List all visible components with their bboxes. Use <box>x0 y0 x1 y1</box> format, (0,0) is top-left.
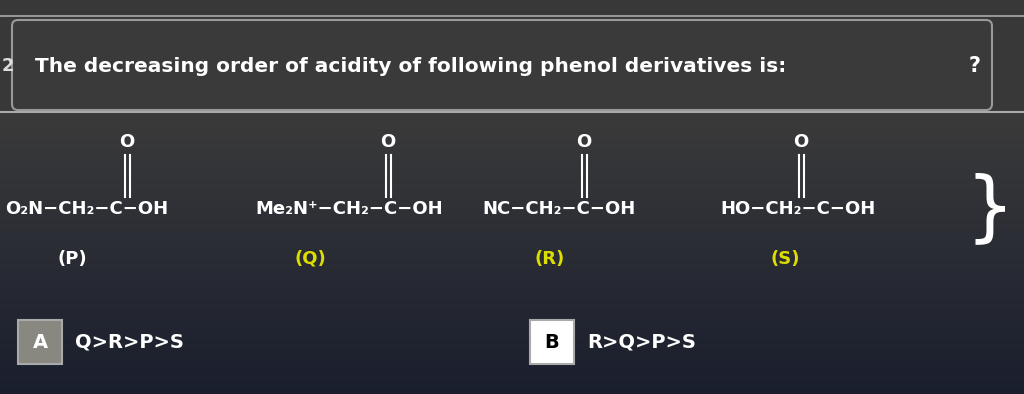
Text: (S): (S) <box>770 250 800 268</box>
Text: NC−CH₂−C−OH: NC−CH₂−C−OH <box>482 200 635 218</box>
FancyBboxPatch shape <box>530 320 574 364</box>
Text: (P): (P) <box>57 250 87 268</box>
Text: }: } <box>966 172 1014 246</box>
Text: O: O <box>120 133 134 151</box>
Text: O: O <box>577 133 592 151</box>
Text: Q>R>P>S: Q>R>P>S <box>75 333 184 351</box>
Text: (Q): (Q) <box>294 250 326 268</box>
Text: O₂N−CH₂−C−OH: O₂N−CH₂−C−OH <box>5 200 168 218</box>
Text: The decreasing order of acidity of following phenol derivatives is:: The decreasing order of acidity of follo… <box>35 56 786 76</box>
Text: 2: 2 <box>2 57 14 75</box>
Text: (R): (R) <box>535 250 565 268</box>
Text: HO−CH₂−C−OH: HO−CH₂−C−OH <box>720 200 876 218</box>
Bar <box>0 0 1024 112</box>
FancyBboxPatch shape <box>12 20 992 110</box>
Text: Me₂N⁺−CH₂−C−OH: Me₂N⁺−CH₂−C−OH <box>255 200 442 218</box>
Text: O: O <box>380 133 395 151</box>
Text: A: A <box>33 333 47 351</box>
Text: B: B <box>545 333 559 351</box>
Text: ?: ? <box>969 56 981 76</box>
FancyBboxPatch shape <box>18 320 62 364</box>
Text: O: O <box>794 133 809 151</box>
Text: R>Q>P>S: R>Q>P>S <box>587 333 696 351</box>
